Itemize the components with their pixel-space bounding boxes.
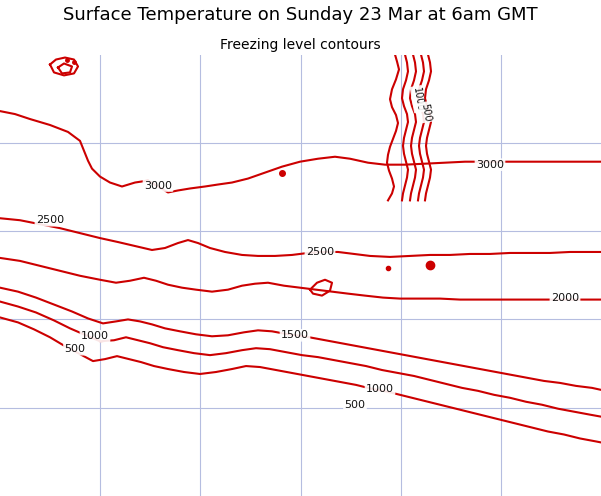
Text: 1000: 1000 <box>411 86 425 112</box>
Text: 1500: 1500 <box>281 330 309 340</box>
Text: 2500: 2500 <box>306 247 334 257</box>
Text: 1000: 1000 <box>366 384 394 394</box>
Text: 3000: 3000 <box>476 160 504 170</box>
Text: 3000: 3000 <box>144 181 172 190</box>
Text: 2500: 2500 <box>36 215 64 225</box>
Text: Surface Temperature on Sunday 23 Mar at 6am GMT: Surface Temperature on Sunday 23 Mar at … <box>63 6 538 24</box>
Text: 500: 500 <box>64 344 85 354</box>
Text: 1000: 1000 <box>81 331 109 341</box>
Text: 500: 500 <box>419 102 433 122</box>
Text: 2000: 2000 <box>551 293 579 303</box>
Text: Freezing level contours: Freezing level contours <box>220 38 381 52</box>
Text: 500: 500 <box>344 400 365 410</box>
